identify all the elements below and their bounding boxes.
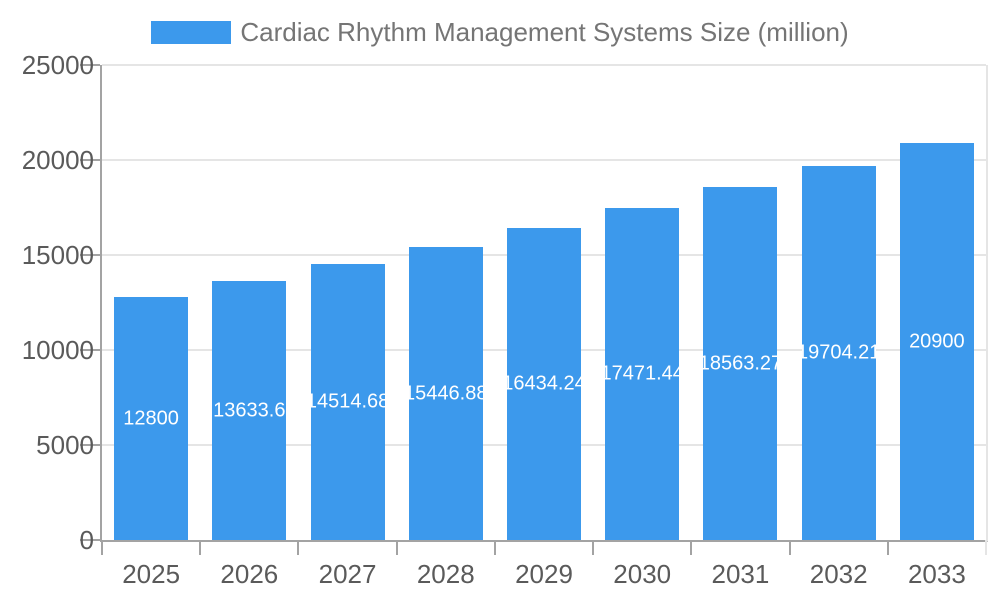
plot-area: 0 5000 10000 15000 20000 25000 12800 2025 13633.… [22,52,988,588]
legend-label: Cardiac Rhythm Management Systems Size (… [240,16,849,47]
bar-value-label: 13633.6 [213,399,286,421]
x-tick-label-2025: 2025 [122,559,181,589]
y-axis-tick [80,539,100,541]
bar-value-label: 18563.27 [703,352,778,374]
bar-value-label: 12800 [123,407,179,429]
bar-value-label: 16434.24 [507,372,581,395]
x-axis-tick [101,540,103,555]
bar-2029[interactable]: 16434.24 [507,228,581,540]
bar-2026[interactable]: 13633.6 [212,281,287,540]
bar-2028[interactable]: 15446.88 [408,247,483,540]
x-axis-tick [297,540,300,555]
bar-value-label: 19704.21 [801,341,876,364]
x-tick-label-2030: 2030 [613,559,672,589]
bar-2031[interactable]: 18563.27 [703,187,778,540]
x-tick-label-2031: 2031 [711,559,770,589]
y-tick-label: 10000 [21,335,94,365]
y-tick-label: 20000 [21,145,94,175]
x-axis-tick [395,540,398,555]
x-axis-tick [592,540,595,555]
bar-2027[interactable]: 14514.68 [310,264,385,540]
x-axis-tick [985,540,987,555]
x-tick-label-2026: 2026 [220,559,279,589]
y-axis-tick [80,64,100,66]
x-axis-tick [788,540,791,555]
x-axis-tick [199,540,202,555]
x-tick-label-2032: 2032 [809,559,868,589]
x-axis-tick [886,540,889,555]
y-axis-tick [80,444,100,446]
x-tick-label-2033: 2033 [907,559,966,589]
x-axis-tick [493,540,496,555]
x-tick-label-2029: 2029 [515,559,573,589]
x-tick-label-2028: 2028 [416,559,475,589]
bar-value-label: 20900 [909,330,965,352]
bar-2032[interactable]: 19704.21 [801,166,876,540]
bar-value-label: 15446.88 [408,382,483,404]
y-tick-label: 15000 [21,240,94,270]
legend[interactable]: Cardiac Rhythm Management Systems Size (… [0,16,1000,48]
bar-2025[interactable]: 12800 [114,297,189,540]
bar-value-label: 14514.68 [310,390,385,413]
y-axis-tick [80,159,100,161]
y-tick-label: 25000 [21,50,94,80]
y-axis-tick [80,349,100,351]
bar-2033[interactable]: 20900 [899,143,974,540]
x-tick-label-2027: 2027 [318,559,377,589]
y-tick-label: 5000 [36,430,94,460]
gridline [102,64,986,66]
bar-2030[interactable]: 17471.44 [605,208,680,540]
gridline [102,159,986,161]
x-axis-tick [690,540,693,555]
y-axis-tick [80,254,100,256]
legend-swatch [151,20,232,44]
y-tick-label: 0 [79,525,94,555]
bar-value-label: 17471.44 [605,362,680,385]
